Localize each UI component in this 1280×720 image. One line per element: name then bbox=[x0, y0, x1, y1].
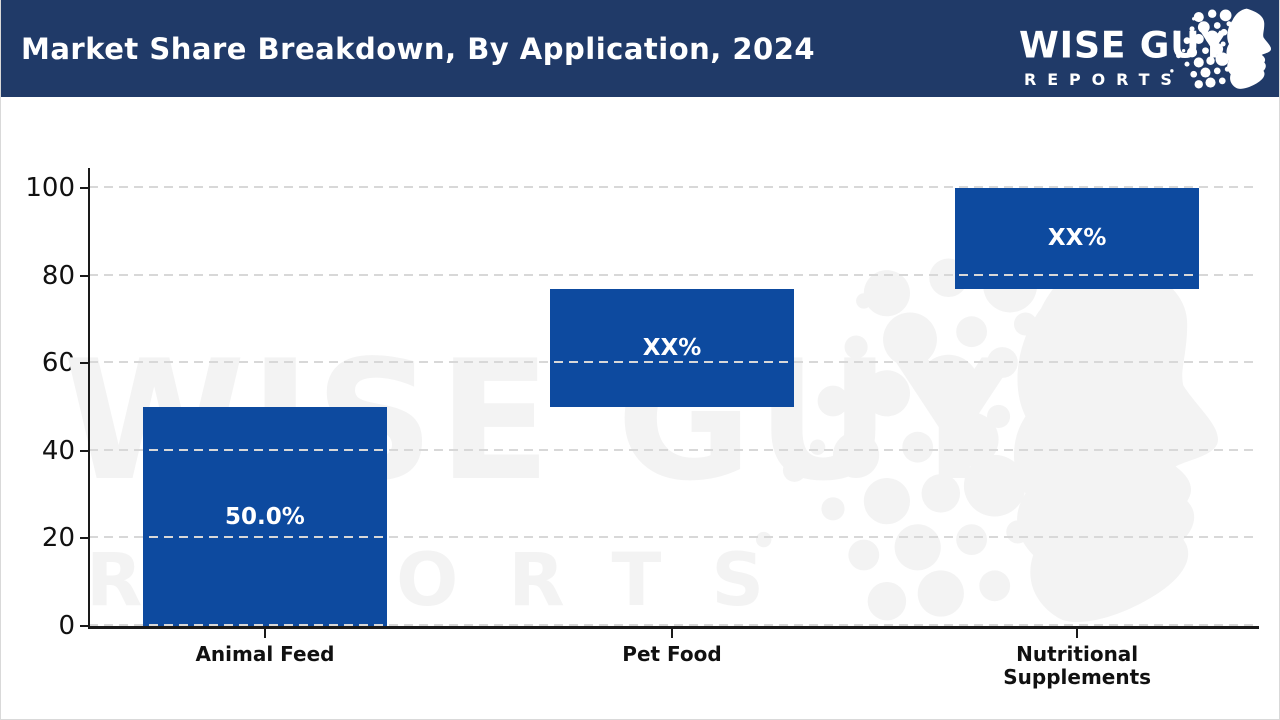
y-axis-spine bbox=[88, 168, 90, 629]
gridline-60 bbox=[89, 361, 1259, 364]
gridline-80 bbox=[89, 273, 1259, 276]
y-tick-label-20: 20 bbox=[41, 523, 75, 554]
gridline-20 bbox=[89, 536, 1259, 539]
gridline-0 bbox=[89, 624, 1259, 626]
y-tick-label-100: 100 bbox=[25, 173, 75, 203]
x-tick-3 bbox=[1076, 629, 1079, 638]
y-tick-label-40: 40 bbox=[41, 435, 75, 466]
x-axis-spine bbox=[88, 626, 1259, 629]
y-tick-100 bbox=[80, 187, 89, 189]
header-bar: Market Share Breakdown, By Application, … bbox=[1, 0, 1279, 97]
page-title: Market Share Breakdown, By Application, … bbox=[21, 31, 816, 66]
wise-guy-reports-logo bbox=[1019, 7, 1271, 91]
y-tick-label-60: 60 bbox=[41, 348, 75, 379]
gridline-40 bbox=[89, 448, 1259, 451]
bar-value-label: XX% bbox=[642, 334, 702, 361]
x-tick-1 bbox=[263, 629, 266, 638]
category-label-nutritional-supplements: Nutritional Supplements bbox=[1003, 642, 1152, 689]
bar-animal-feed: 50.0% bbox=[142, 407, 387, 626]
y-axis: 0 20 40 60 80 100 bbox=[1, 168, 89, 639]
category-label-pet-food: Pet Food bbox=[622, 642, 722, 666]
y-tick-0 bbox=[80, 625, 89, 627]
category-label-animal-feed: Animal Feed bbox=[195, 642, 335, 666]
bar-value-label: XX% bbox=[1047, 225, 1107, 252]
bar-pet-food: XX% bbox=[550, 288, 794, 407]
x-tick-2 bbox=[671, 629, 673, 638]
gridline-100 bbox=[89, 186, 1259, 188]
y-tick-label-80: 80 bbox=[41, 260, 75, 291]
market-share-chart: 0 20 40 60 80 100 50.0% XX% XX% Animal Feed Pet … bbox=[1, 97, 1279, 719]
y-tick-label-0: 0 bbox=[58, 611, 75, 641]
bar-value-label: 50.0% bbox=[225, 503, 305, 530]
plot-area: 50.0% XX% XX% bbox=[89, 168, 1259, 626]
